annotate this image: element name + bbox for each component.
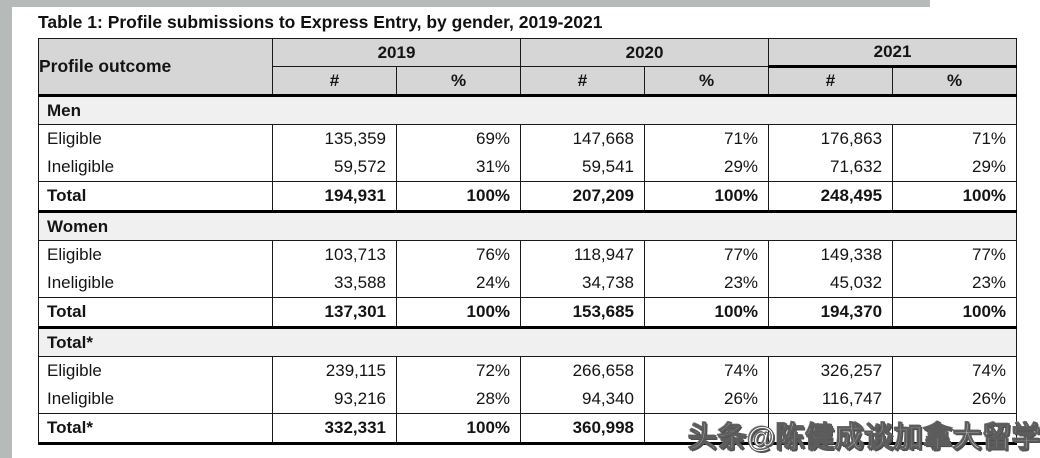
row-label: Total (38, 181, 273, 213)
value-cell: 76% (395, 240, 522, 269)
column-subheader-2019-count: # (272, 66, 397, 97)
value-cell: 24% (395, 269, 522, 298)
value-cell: 74% (644, 356, 770, 385)
value-cell: 149,338 (768, 240, 894, 269)
value-cell: 266,658 (520, 356, 646, 385)
value-cell: 23% (892, 269, 1018, 298)
value-cell: 207,209 (520, 181, 646, 213)
document-content: Table 1: Profile submissions to Express … (37, 10, 1018, 445)
column-header-profile-outcome: Profile outcome (38, 38, 273, 97)
column-subheader-2020-percent: % (644, 66, 770, 97)
value-cell: 100% (395, 413, 522, 445)
value-cell: 33,588 (272, 269, 397, 298)
table-row: Eligible 103,713 76% 118,947 77% 149,338 77% (38, 240, 1018, 269)
value-cell: 100% (892, 181, 1018, 213)
section-header-label: Women (37, 211, 1018, 241)
value-cell: 59,541 (520, 153, 646, 182)
value-cell: 69% (395, 124, 522, 153)
value-cell: 100% (395, 181, 522, 213)
section-header-label: Men (37, 95, 1018, 125)
value-cell: 26% (892, 385, 1018, 414)
value-cell: 100% (892, 297, 1018, 329)
value-cell: 194,931 (272, 181, 397, 213)
value-cell (644, 413, 770, 445)
value-cell: 137,301 (272, 297, 397, 329)
value-cell: 153,685 (520, 297, 646, 329)
header-sub-row: # % # % # % (39, 66, 1018, 97)
value-cell: 176,863 (768, 124, 894, 153)
total-row: Total 137,301 100% 153,685 100% 194,370 100% (38, 297, 1018, 329)
value-cell: 135,359 (272, 124, 397, 153)
value-cell: 26% (644, 385, 770, 414)
column-header-2021: 2021 (768, 38, 1018, 68)
table-row: Eligible 135,359 69% 147,668 71% 176,863 71% (38, 124, 1018, 153)
table-title: Table 1: Profile submissions to Express … (38, 12, 603, 32)
row-label: Ineligible (38, 269, 273, 298)
value-cell: 45,032 (768, 269, 894, 298)
table-row: Ineligible 93,216 28% 94,340 26% 116,747 26% (38, 385, 1018, 414)
value-cell: 77% (644, 240, 770, 269)
value-cell: 74% (892, 356, 1018, 385)
value-cell: 23% (644, 269, 770, 298)
value-cell: 100% (395, 297, 522, 329)
value-cell: 248,495 (768, 181, 894, 213)
value-cell: 31% (395, 153, 522, 182)
value-cell: 59,572 (272, 153, 397, 182)
value-cell: 29% (892, 153, 1018, 182)
value-cell: 94,340 (520, 385, 646, 414)
section-header-row: Total* (37, 327, 1018, 357)
column-subheader-2020-count: # (520, 66, 646, 97)
section-header-label: Total* (37, 327, 1018, 357)
express-entry-table: Profile outcome 2019 2020 2021 # % # % #… (37, 38, 1018, 445)
section-header-row: Women (37, 211, 1018, 241)
table-row: Ineligible 33,588 24% 34,738 23% 45,032 23% (38, 269, 1018, 298)
value-cell: 71,632 (768, 153, 894, 182)
value-cell: 194,370 (768, 297, 894, 329)
total-row: Total* 332,331 100% 360,998 (38, 413, 1018, 445)
value-cell: 77% (892, 240, 1018, 269)
column-header-2019: 2019 (271, 38, 522, 67)
value-cell: 93,216 (272, 385, 397, 414)
value-cell: 28% (395, 385, 522, 414)
row-label: Eligible (38, 124, 273, 153)
row-label: Eligible (38, 356, 273, 385)
table-body: Men Eligible 135,359 69% 147,668 71% 176,863 71… (37, 95, 1018, 445)
value-cell: 326,257 (768, 356, 894, 385)
table-header: Profile outcome 2019 2020 2021 # % # % #… (38, 38, 1018, 97)
row-label: Total (38, 297, 273, 329)
value-cell (892, 413, 1018, 445)
value-cell (768, 413, 894, 445)
value-cell: 72% (395, 356, 522, 385)
column-subheader-2019-percent: % (395, 66, 522, 97)
window-edge-left (0, 0, 12, 458)
column-subheader-2021-percent: % (892, 66, 1018, 97)
table-row: Ineligible 59,572 31% 59,541 29% 71,632 29% (38, 153, 1018, 182)
value-cell: 118,947 (520, 240, 646, 269)
value-cell: 360,998 (520, 413, 646, 445)
table-row: Eligible 239,115 72% 266,658 74% 326,257 74% (38, 356, 1018, 385)
row-label: Total* (38, 413, 273, 445)
header-year-row: Profile outcome 2019 2020 2021 (38, 38, 1018, 97)
value-cell: 332,331 (272, 413, 397, 445)
column-header-2020: 2020 (520, 38, 770, 67)
window-edge-top (0, 0, 930, 7)
row-label: Ineligible (38, 153, 273, 182)
value-cell: 116,747 (768, 385, 894, 414)
section-header-row: Men (37, 95, 1018, 125)
value-cell: 29% (644, 153, 770, 182)
total-row: Total 194,931 100% 207,209 100% 248,495 100% (38, 181, 1018, 213)
value-cell: 34,738 (520, 269, 646, 298)
value-cell: 100% (644, 181, 770, 213)
value-cell: 71% (644, 124, 770, 153)
value-cell: 103,713 (272, 240, 397, 269)
value-cell: 239,115 (272, 356, 397, 385)
value-cell: 71% (892, 124, 1018, 153)
watermark-text: 头条@陈健成谈加拿大留学 (687, 422, 1040, 455)
row-label: Eligible (38, 240, 273, 269)
value-cell: 147,668 (520, 124, 646, 153)
value-cell: 100% (644, 297, 770, 329)
column-subheader-2021-count: # (768, 66, 894, 97)
row-label: Ineligible (38, 385, 273, 414)
